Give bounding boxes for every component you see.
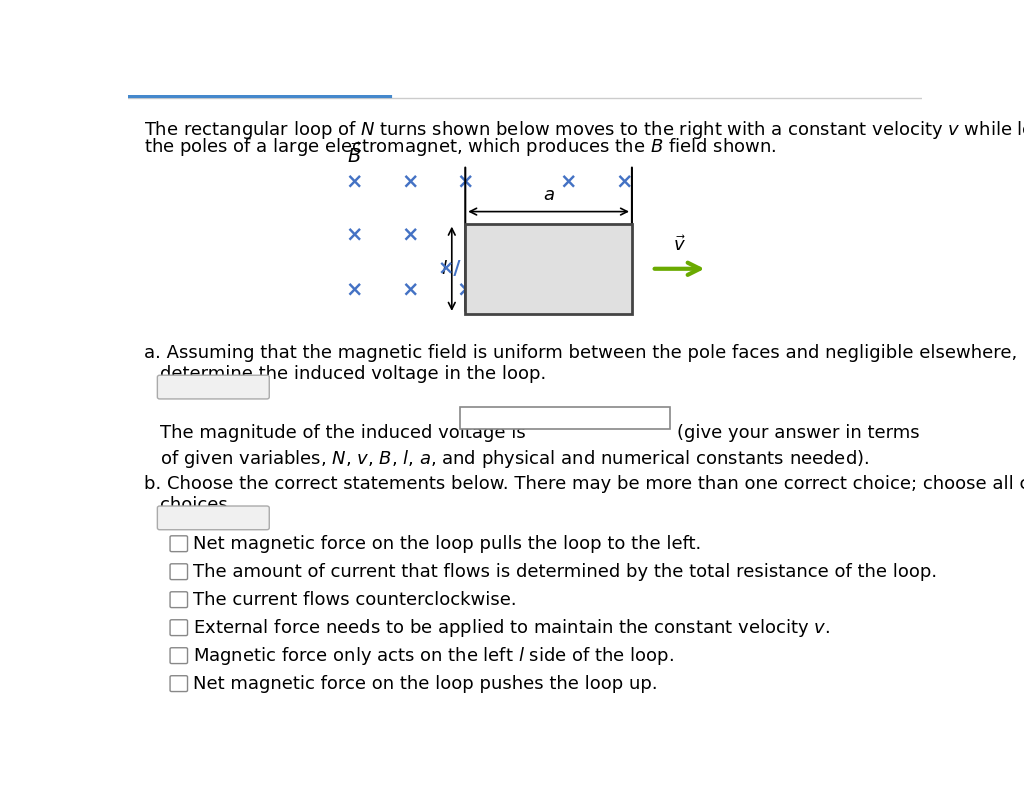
Text: Magnetic force only acts on the left $l$ side of the loop.: Magnetic force only acts on the left $l$… [194,645,674,667]
Text: ×: × [560,280,578,299]
FancyBboxPatch shape [170,592,187,608]
Text: ×: × [345,224,362,245]
Text: The rectangular loop of $N$ turns shown below moves to the right with a constant: The rectangular loop of $N$ turns shown … [143,119,1024,141]
Text: The current flows counterclockwise.: The current flows counterclockwise. [194,591,517,608]
Text: ×: × [401,280,419,299]
FancyBboxPatch shape [170,648,187,664]
Text: determine the induced voltage in the loop.: determine the induced voltage in the loo… [160,365,546,383]
Text: $\vec{v}$: $\vec{v}$ [673,235,686,255]
Text: of given variables, $N$, $v$, $B$, $l$, $a$, and physical and numerical constant: of given variables, $N$, $v$, $B$, $l$, … [160,448,869,469]
Text: the poles of a large electromagnet, which produces the $B$ field shown.: the poles of a large electromagnet, whic… [143,136,776,158]
FancyBboxPatch shape [170,675,187,691]
Text: ×: × [345,171,362,191]
Text: ×: × [615,224,633,245]
FancyBboxPatch shape [158,506,269,530]
Text: $a$: $a$ [543,186,555,205]
Text: ×: × [457,171,474,191]
Text: ×/: ×/ [438,259,461,278]
Text: ×: × [560,171,578,191]
Text: ×: × [457,280,474,299]
Text: b. Choose the correct statements below. There may be more than one correct choic: b. Choose the correct statements below. … [143,475,1024,493]
Text: ×: × [560,224,578,245]
Text: $\vec{B}$: $\vec{B}$ [347,142,361,167]
Text: Net magnetic force on the loop pushes the loop up.: Net magnetic force on the loop pushes th… [194,675,657,693]
FancyBboxPatch shape [170,620,187,636]
FancyBboxPatch shape [170,536,187,551]
Text: Net magnetic force on the loop pulls the loop to the left.: Net magnetic force on the loop pulls the… [194,535,701,553]
Text: External force needs to be applied to maintain the constant velocity $v$.: External force needs to be applied to ma… [194,617,830,638]
Text: ×: × [401,171,419,191]
Bar [460,407,670,429]
Text: choices.: choices. [160,495,233,514]
Text: (give your answer in terms: (give your answer in terms [677,424,920,442]
Text: Hint for (b): Hint for (b) [168,509,259,527]
Text: a. Assuming that the magnetic field is uniform between the pole faces and neglig: a. Assuming that the magnetic field is u… [143,344,1017,362]
Text: ×: × [401,224,419,245]
Text: The magnitude of the induced voltage is: The magnitude of the induced voltage is [160,424,525,442]
FancyBboxPatch shape [158,375,269,399]
Text: ×: × [615,280,633,299]
Text: $l$: $l$ [441,260,447,278]
Text: ×: × [615,171,633,191]
FancyBboxPatch shape [170,564,187,580]
Text: ×: × [345,280,362,299]
Text: The amount of current that flows is determined by the total resistance of the lo: The amount of current that flows is dete… [194,562,937,581]
Text: Hint for (a): Hint for (a) [168,378,259,396]
Bar [465,224,632,314]
